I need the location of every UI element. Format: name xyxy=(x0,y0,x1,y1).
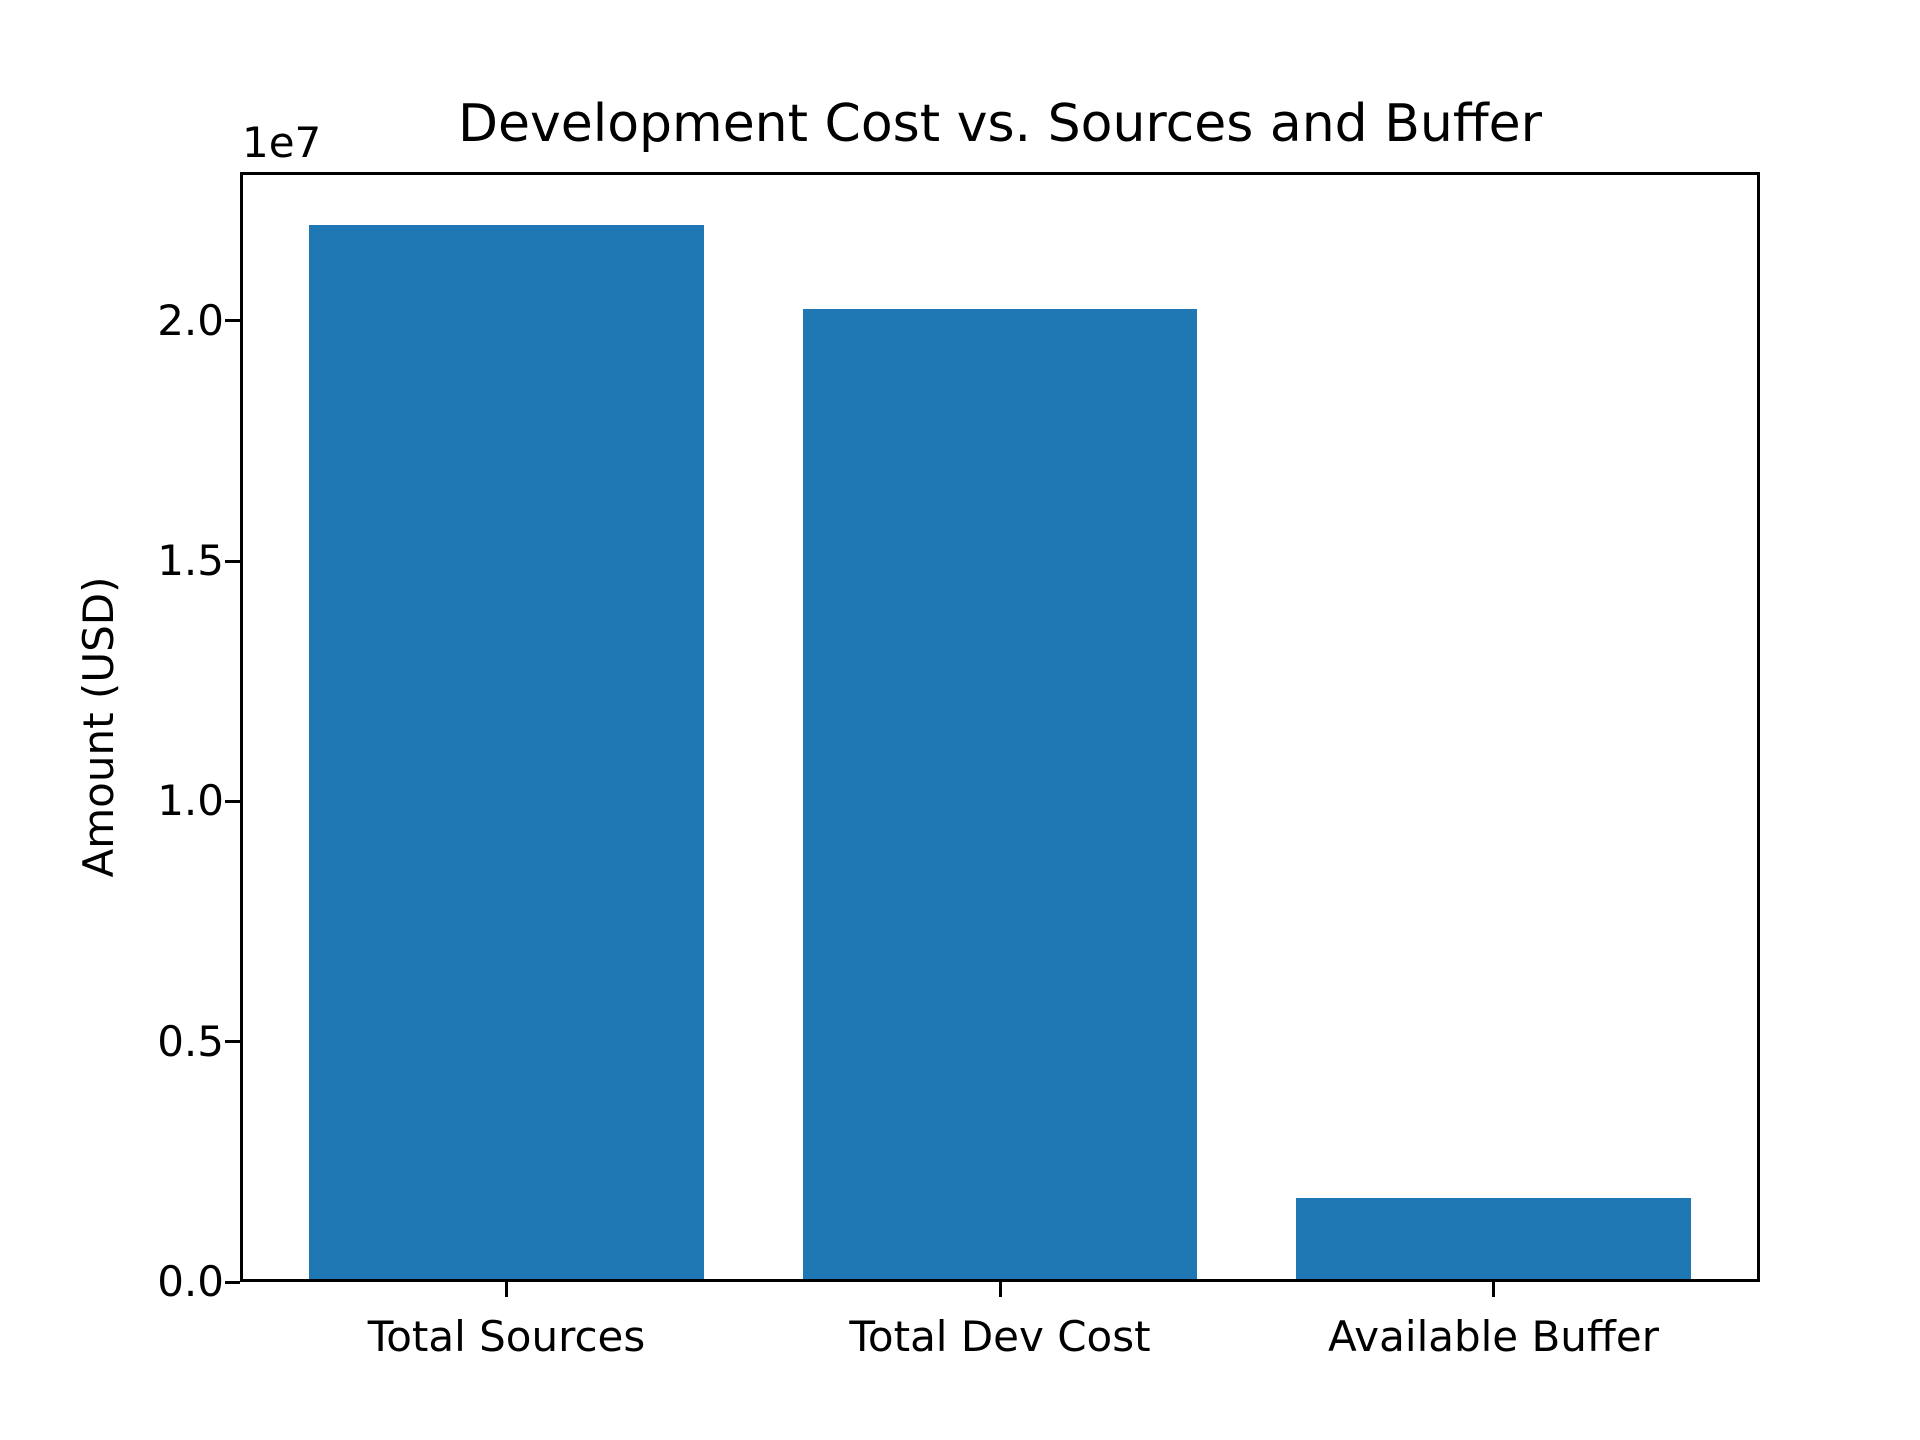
bar-available-buffer xyxy=(1296,1197,1691,1282)
x-tick-label: Total Dev Cost xyxy=(849,1312,1151,1361)
y-tick-label: 2.0 xyxy=(157,295,224,345)
axes-spines xyxy=(240,172,1760,1282)
y-tick-label: 1.0 xyxy=(157,776,224,826)
bar-total-dev-cost xyxy=(802,308,1198,1282)
x-tick-mark xyxy=(1492,1282,1495,1297)
bar-total-sources xyxy=(309,224,704,1282)
x-tick-mark xyxy=(504,1282,508,1297)
y-axis-offset-label: 1e7 xyxy=(242,118,322,167)
y-tick-mark xyxy=(225,559,240,563)
y-tick-label: 1.5 xyxy=(157,536,224,586)
y-tick-mark xyxy=(225,1280,240,1284)
y-axis-label: Amount (USD) xyxy=(74,576,123,878)
y-tick-mark xyxy=(225,319,240,323)
y-tick-mark xyxy=(225,1040,240,1044)
y-tick-label: 0.0 xyxy=(157,1257,224,1306)
y-tick-label: 0.5 xyxy=(157,1016,224,1066)
y-tick-mark xyxy=(225,799,240,803)
x-tick-label: Available Buffer xyxy=(1328,1312,1659,1361)
chart-title: Development Cost vs. Sources and Buffer xyxy=(457,94,1543,154)
x-tick-mark xyxy=(998,1282,1002,1297)
x-tick-label: Total Sources xyxy=(367,1312,646,1361)
